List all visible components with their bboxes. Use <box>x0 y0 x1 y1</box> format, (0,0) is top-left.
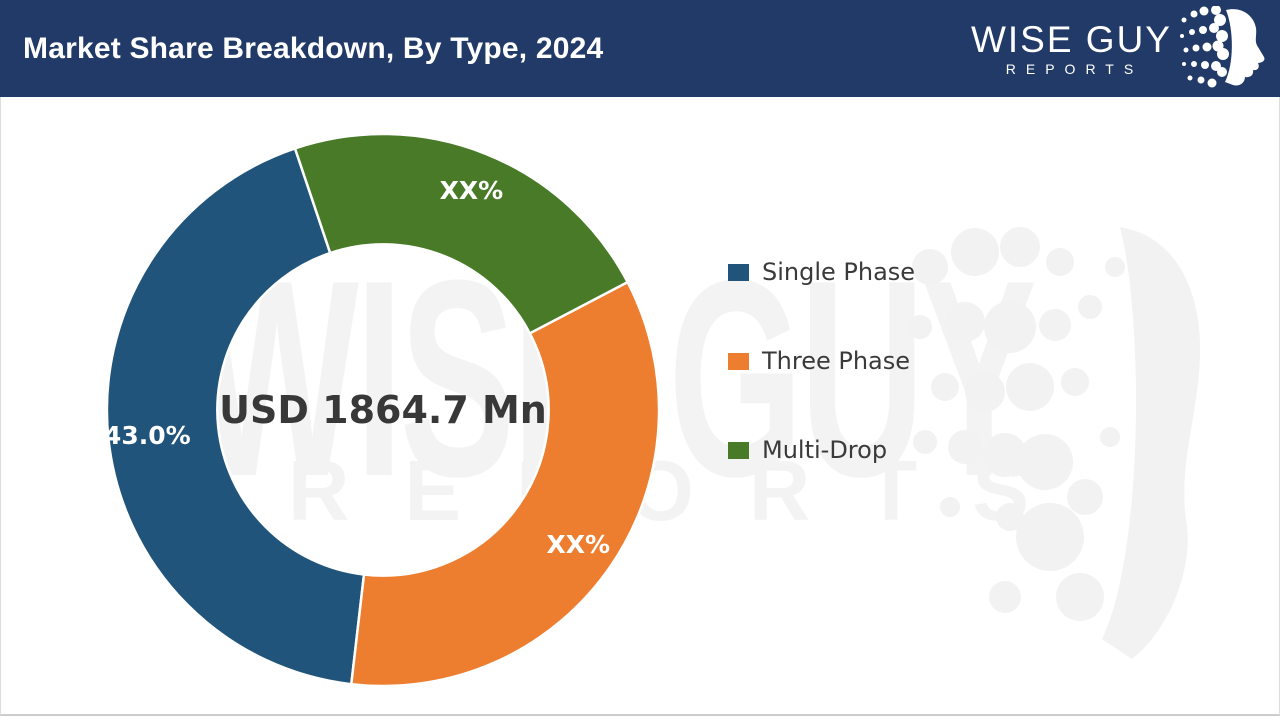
legend-swatch-single-phase <box>728 263 749 281</box>
left-border <box>0 97 1 715</box>
legend-item-single-phase: Single Phase <box>728 255 915 289</box>
wiseguy-logo: WISE GUY REPORTS <box>971 5 1266 92</box>
chart-center-value: USD 1864.7 Mn <box>219 388 547 432</box>
legend-label-three-phase: Three Phase <box>762 347 911 375</box>
segment-percent-label-three-phase: XX% <box>546 530 610 559</box>
donut-segment-single-phase <box>105 146 366 686</box>
wiseguy-logo-face-icon <box>1180 5 1265 87</box>
donut-segment-multi-drop <box>293 132 630 335</box>
header-bar: Market Share Breakdown, By Type, 2024 WI… <box>0 0 1280 97</box>
donut-chart: 43.0% XX% XX% <box>104 132 661 688</box>
chart-legend: Single Phase Three Phase Multi-Drop <box>728 255 915 467</box>
legend-item-multi-drop: Multi-Drop <box>728 433 915 467</box>
donut-segment-three-phase <box>349 280 661 688</box>
segment-percent-label-single-phase: 43.0% <box>104 421 191 450</box>
segment-percent-label-multi-drop: XX% <box>440 176 504 205</box>
legend-label-multi-drop: Multi-Drop <box>762 436 888 464</box>
chart-area: WISE GUY REPORTS 43.0% XX% XX% USD 1864.7 … <box>0 97 1280 715</box>
legend-swatch-three-phase <box>728 352 749 370</box>
logo-subtitle: REPORTS <box>1005 60 1144 77</box>
legend-item-three-phase: Three Phase <box>728 344 915 378</box>
page-title: Market Share Breakdown, By Type, 2024 <box>23 31 604 65</box>
bottom-divider <box>0 714 1280 716</box>
legend-label-single-phase: Single Phase <box>762 258 916 286</box>
logo-wordmark: WISE GUY <box>970 18 1172 60</box>
watermark-face-dots <box>908 227 1201 659</box>
legend-swatch-multi-drop <box>728 441 749 459</box>
wiseguy-logo-text: WISE GUY REPORTS <box>971 21 1172 77</box>
